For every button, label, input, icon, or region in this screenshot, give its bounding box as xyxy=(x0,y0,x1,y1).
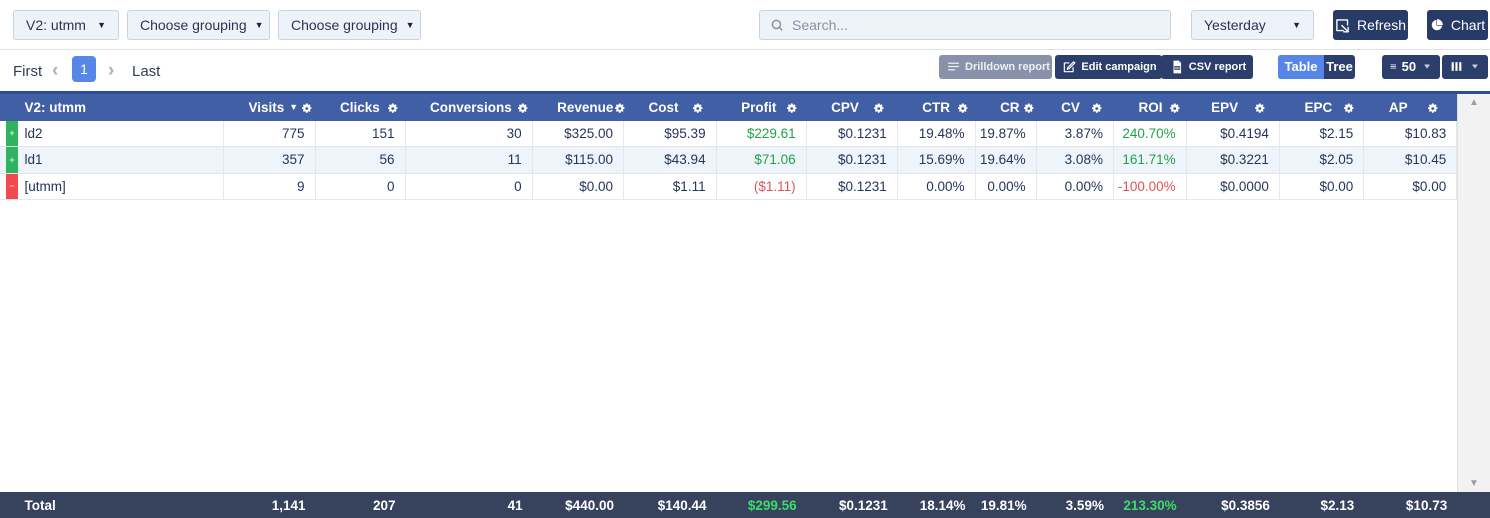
svg-text:CSV: CSV xyxy=(1174,66,1180,70)
